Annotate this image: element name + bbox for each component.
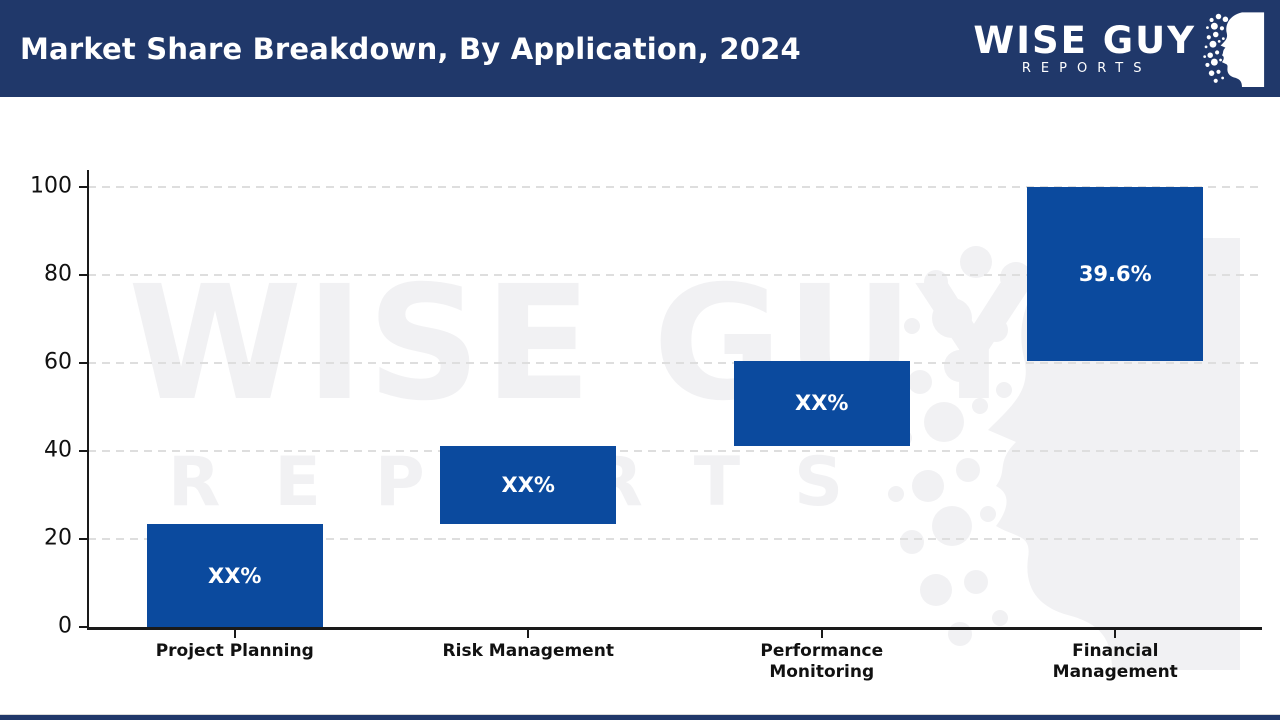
gridline-20 (88, 538, 1262, 540)
gridline-100 (88, 186, 1262, 188)
y-tick-100 (79, 186, 87, 188)
chart-area: WISE GUY REPORTS 020406080100XX%Project … (0, 97, 1280, 715)
y-tick-label-60: 60 (44, 349, 72, 375)
bar-value-label-3: XX% (795, 391, 849, 416)
y-tick-0 (79, 626, 87, 628)
logo-wordmark: WISE GUY REPORTS (973, 22, 1196, 75)
x-tick-2 (527, 630, 530, 638)
bar-value-label-2: XX% (501, 473, 555, 498)
y-axis (87, 170, 89, 629)
waterfall-chart: 0 20 40 60 80 100 XX% Project Planning XX% Risk M… (0, 97, 1280, 714)
bar-4: 39.6% (1027, 187, 1204, 362)
y-tick-40 (79, 450, 87, 452)
y-tick-label-100: 100 (30, 173, 72, 199)
y-tick-label-40: 40 (44, 437, 72, 463)
x-tick-4 (1114, 630, 1117, 638)
gridline-80 (88, 274, 1262, 276)
y-tick-20 (79, 538, 87, 540)
footer-bar (0, 715, 1280, 720)
y-tick-80 (79, 274, 87, 276)
logo-face-icon (1203, 11, 1265, 87)
x-tick-label-1: Project Planning (155, 641, 314, 661)
y-tick-label-0: 0 (58, 613, 72, 639)
logo-title: WISE GUY (973, 19, 1196, 62)
y-tick-60 (79, 362, 87, 364)
bar-value-label-1: XX% (208, 563, 262, 588)
x-tick-label-3: Performance Monitoring (760, 641, 884, 682)
gridline-40 (88, 450, 1262, 452)
bar-2: XX% (440, 445, 617, 525)
bar-value-label-4: 39.6% (1078, 262, 1152, 287)
x-tick-1 (233, 630, 236, 638)
x-tick-3 (820, 630, 823, 638)
bar-1: XX% (146, 524, 323, 627)
wise-guy-logo: WISE GUY REPORTS (973, 11, 1266, 87)
y-tick-label-80: 80 (44, 261, 72, 287)
bar-3: XX% (733, 361, 910, 446)
gridline-60 (88, 362, 1262, 364)
x-tick-label-4: Financial Management (1052, 641, 1178, 682)
x-tick-label-2: Risk Management (442, 641, 614, 661)
chart-title: Market Share Breakdown, By Application, … (20, 31, 801, 66)
logo-subtitle: REPORTS (1021, 61, 1152, 76)
x-axis (87, 627, 1262, 630)
y-tick-label-20: 20 (44, 525, 72, 551)
header: Market Share Breakdown, By Application, … (0, 0, 1280, 97)
